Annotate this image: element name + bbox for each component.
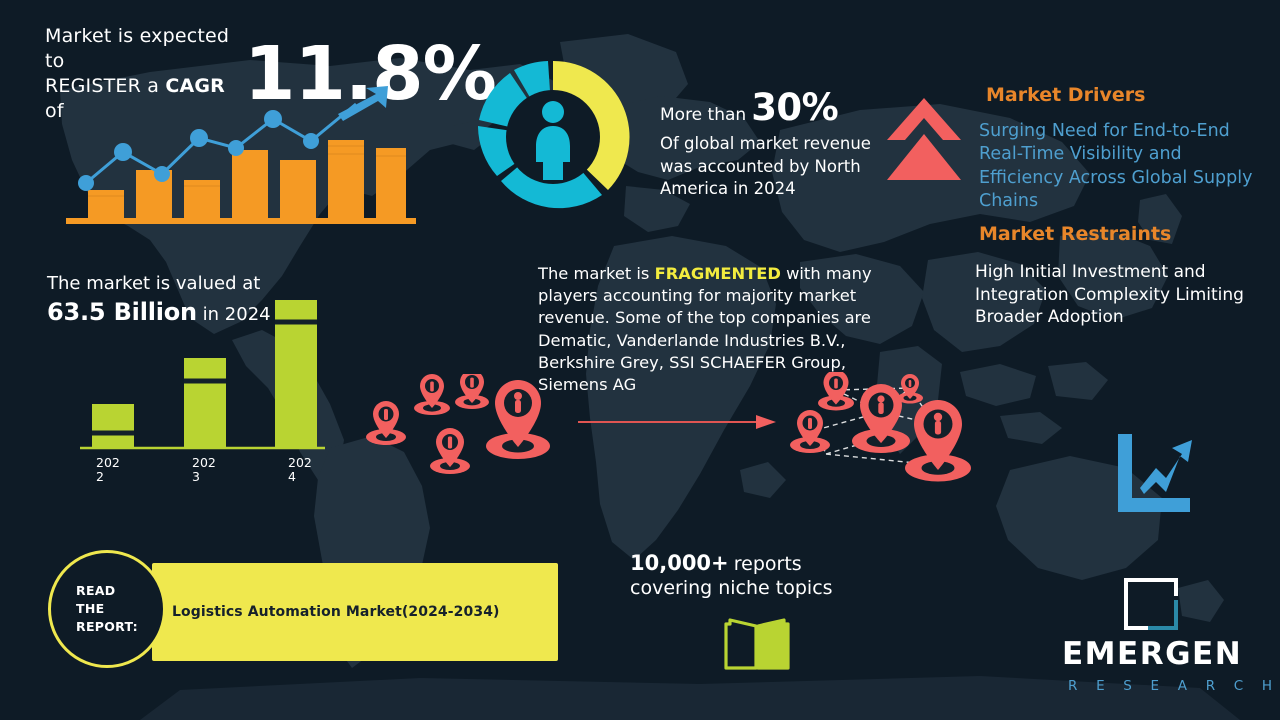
bar-2024 [275, 300, 317, 448]
fragmentation-post: with many players accounting for majorit… [538, 264, 872, 395]
growth-chart-baseline [66, 218, 416, 224]
fragmentation-highlight: FRAGMENTED [654, 264, 781, 283]
market-drivers-text: Surging Need for End-to-End Real-Time Vi… [979, 121, 1253, 211]
market-value-bar-dividers [92, 319, 317, 436]
growth-chart-icon [1118, 434, 1192, 512]
fragmentation-paragraph: The market is FRAGMENTED with many playe… [538, 263, 898, 396]
open-book-icon [724, 618, 790, 670]
reports-subtitle: covering niche topics [630, 577, 833, 599]
fragmentation-pre: The market is [538, 264, 655, 283]
region-stat-prefix: More than [660, 105, 747, 125]
double-chevron-up-icon [887, 98, 961, 180]
growth-trend-arrowhead [338, 86, 388, 121]
bar-label-2022: 202 2 [96, 455, 120, 484]
reports-word: reports [733, 553, 802, 575]
bar-label-2024: 202 4 [288, 455, 312, 484]
bar-2023 [184, 358, 226, 448]
map-pin-cluster-right [790, 372, 971, 482]
square-bracket-logo-icon [1124, 578, 1178, 630]
read-the-report-label: READ THE REPORT: [76, 583, 138, 634]
valuation-line1: The market is valued at [47, 273, 261, 294]
market-restraints-title: Market Restraints [979, 223, 1172, 245]
headline-text: Market is expected to REGISTER a CAGR of [45, 24, 240, 124]
region-stat-value: 30% [751, 86, 839, 129]
headline-cagr-word: CAGR [165, 75, 226, 97]
transition-arrow-icon [578, 415, 776, 429]
growth-trend-bars [88, 140, 406, 218]
report-banner[interactable]: Logistics Automation Market(2024-2034) [152, 563, 558, 661]
headline-line2-post: of [45, 100, 64, 122]
bar-label-2023: 202 3 [192, 455, 216, 484]
bar-2022 [92, 404, 134, 448]
growth-trend-chart [66, 86, 416, 224]
growth-trend-markers [78, 110, 319, 191]
valuation-value-line: 63.5 Billion in 2024 [47, 298, 271, 326]
market-restraints-text: High Initial Investment and Integration … [975, 262, 1244, 327]
region-stat-body: Of global market revenue was accounted b… [660, 134, 871, 198]
market-value-bars [92, 300, 317, 448]
report-title: Logistics Automation Market(2024-2034) [172, 604, 500, 620]
read-the-report-badge[interactable]: READ THE REPORT: [48, 550, 166, 668]
valuation-value: 63.5 Billion [47, 298, 197, 326]
region-stat-block: More than 30% Of global market revenue wa… [660, 86, 890, 201]
regional-share-donut [478, 60, 630, 209]
reports-count-line: 10,000+ reports [630, 551, 802, 575]
logo-subtitle: R E S E A R C H [1068, 678, 1280, 694]
growth-trend-bar-ticks [88, 145, 406, 197]
valuation-suffix: in 2024 [196, 304, 271, 325]
headline-line2-pre: REGISTER a [45, 75, 166, 97]
person-icon [536, 101, 570, 180]
market-drivers-title: Market Drivers [986, 84, 1146, 106]
map-pin-cluster-left [366, 374, 550, 474]
reports-count: 10,000+ [630, 551, 729, 575]
logo-name: EMERGEN [1062, 636, 1243, 672]
market-value-bar-chart [80, 300, 325, 450]
headline-line1: Market is expected to [45, 25, 230, 72]
